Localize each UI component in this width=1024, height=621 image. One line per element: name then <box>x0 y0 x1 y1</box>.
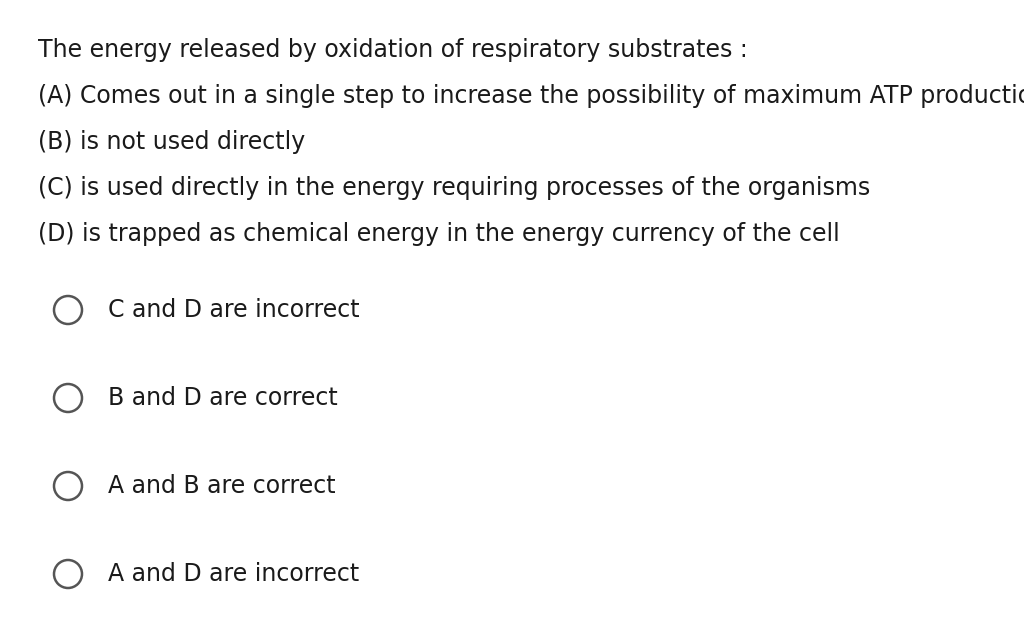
Text: A and B are correct: A and B are correct <box>108 474 336 498</box>
Text: (A) Comes out in a single step to increase the possibility of maximum ATP produc: (A) Comes out in a single step to increa… <box>38 84 1024 108</box>
Text: C and D are incorrect: C and D are incorrect <box>108 298 359 322</box>
Text: A and D are incorrect: A and D are incorrect <box>108 562 359 586</box>
Text: (D) is trapped as chemical energy in the energy currency of the cell: (D) is trapped as chemical energy in the… <box>38 222 840 246</box>
Text: (B) is not used directly: (B) is not used directly <box>38 130 305 154</box>
Text: The energy released by oxidation of respiratory substrates :: The energy released by oxidation of resp… <box>38 38 748 62</box>
Text: (C) is used directly in the energy requiring processes of the organisms: (C) is used directly in the energy requi… <box>38 176 870 200</box>
Text: B and D are correct: B and D are correct <box>108 386 338 410</box>
